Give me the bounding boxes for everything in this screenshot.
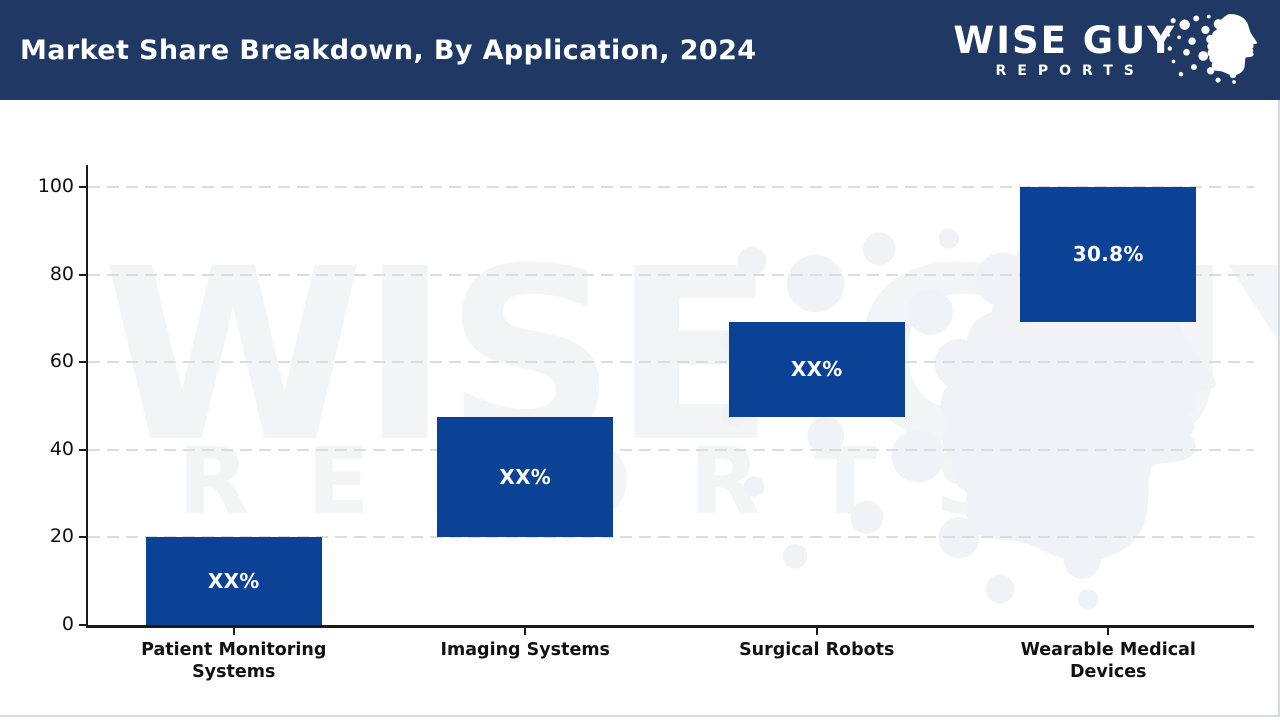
bottom-hairline bbox=[0, 715, 1280, 717]
y-tick-label-0: 0 bbox=[61, 613, 74, 635]
bar-value-label: XX% bbox=[207, 569, 260, 594]
x-category-label: Patient Monitoring Systems bbox=[94, 639, 374, 683]
x-category-label: Wearable Medical Devices bbox=[968, 639, 1248, 683]
gridline-40 bbox=[88, 448, 1254, 451]
bar-value-label: XX% bbox=[790, 357, 843, 382]
x-category-label-line: Surgical Robots bbox=[739, 640, 895, 660]
y-tick-label-80: 80 bbox=[49, 262, 74, 285]
gridline-60 bbox=[88, 361, 1254, 364]
page-title: Market Share Breakdown, By Application, … bbox=[20, 34, 757, 66]
logo-subtitle: REPORTS bbox=[995, 62, 1145, 79]
logo-wordmark: WISE GUY bbox=[953, 18, 1176, 62]
y-tick-label-40: 40 bbox=[49, 437, 74, 460]
bar-imaging-systems: XX% bbox=[437, 416, 614, 538]
logo-text: WISE GUY REPORTS bbox=[953, 18, 1176, 79]
x-category-label-line: Patient Monitoring bbox=[141, 640, 327, 660]
y-tick-100 bbox=[79, 186, 88, 188]
y-tick-40 bbox=[79, 448, 88, 451]
x-axis-line bbox=[86, 625, 1254, 628]
x-category-label: Imaging Systems bbox=[385, 639, 665, 661]
y-tick-label-100: 100 bbox=[37, 175, 74, 197]
x-tick-2 bbox=[815, 627, 818, 635]
x-tick-3 bbox=[1107, 627, 1110, 635]
x-category-label-line: Imaging Systems bbox=[440, 640, 610, 660]
y-tick-label-60: 60 bbox=[49, 350, 74, 373]
gridline-80 bbox=[88, 273, 1254, 276]
bar-value-label: 30.8% bbox=[1072, 242, 1144, 267]
y-tick-20 bbox=[79, 536, 88, 539]
x-category-label-line: Wearable Medical bbox=[1020, 640, 1196, 660]
x-category-label-line: Systems bbox=[192, 662, 276, 682]
gridline-100 bbox=[88, 186, 1254, 188]
x-category-label: Surgical Robots bbox=[677, 639, 957, 661]
bar-wearable-medical-devices: 30.8% bbox=[1020, 187, 1197, 322]
header-bar: Market Share Breakdown, By Application, … bbox=[0, 0, 1280, 100]
right-hairline bbox=[1278, 100, 1280, 717]
y-tick-0 bbox=[79, 624, 88, 626]
y-tick-60 bbox=[79, 361, 88, 364]
y-tick-80 bbox=[79, 273, 88, 276]
x-tick-0 bbox=[232, 627, 235, 635]
gridline-20 bbox=[88, 536, 1254, 539]
y-tick-label-20: 20 bbox=[49, 525, 74, 548]
bar-surgical-robots: XX% bbox=[728, 321, 905, 417]
bar-patient-monitoring-systems: XX% bbox=[145, 537, 322, 625]
x-tick-1 bbox=[524, 627, 527, 635]
wise-guy-reports-logo: WISE GUY REPORTS bbox=[953, 12, 1280, 88]
y-axis-line bbox=[86, 165, 88, 627]
x-category-label-line: Devices bbox=[1070, 662, 1147, 682]
bar-value-label: XX% bbox=[499, 465, 552, 490]
